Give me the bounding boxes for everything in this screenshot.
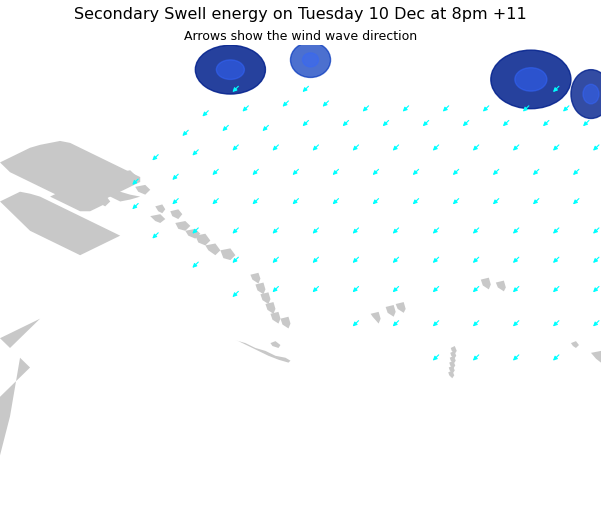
Ellipse shape (290, 42, 331, 78)
Polygon shape (155, 205, 165, 213)
Ellipse shape (216, 60, 245, 79)
Polygon shape (195, 234, 210, 246)
Polygon shape (251, 273, 260, 284)
Ellipse shape (195, 45, 266, 94)
Polygon shape (266, 302, 275, 314)
Polygon shape (0, 319, 40, 348)
Ellipse shape (571, 69, 601, 119)
Ellipse shape (583, 84, 599, 104)
Polygon shape (185, 229, 200, 238)
Polygon shape (591, 351, 601, 363)
Polygon shape (270, 341, 281, 348)
Text: Secondary Swell energy on Tuesday 10 Dec at 8pm +11: Secondary Swell energy on Tuesday 10 Dec… (74, 7, 527, 22)
Polygon shape (206, 244, 221, 255)
Polygon shape (451, 346, 457, 354)
Polygon shape (270, 312, 281, 324)
Ellipse shape (491, 50, 571, 109)
Polygon shape (481, 278, 491, 289)
Polygon shape (386, 305, 395, 317)
Polygon shape (236, 340, 290, 363)
Polygon shape (50, 187, 110, 211)
Polygon shape (135, 185, 150, 195)
Polygon shape (120, 170, 135, 180)
Polygon shape (260, 292, 270, 304)
Polygon shape (496, 281, 506, 291)
Polygon shape (395, 302, 406, 313)
Polygon shape (448, 371, 454, 378)
Polygon shape (95, 195, 110, 206)
Polygon shape (0, 141, 140, 206)
Ellipse shape (515, 68, 547, 91)
Polygon shape (0, 358, 30, 455)
Polygon shape (0, 192, 120, 255)
Ellipse shape (302, 53, 319, 67)
Polygon shape (221, 248, 236, 260)
Polygon shape (90, 185, 140, 201)
Polygon shape (170, 209, 182, 219)
Polygon shape (281, 317, 290, 328)
Polygon shape (255, 283, 266, 294)
Polygon shape (449, 365, 455, 373)
Polygon shape (571, 341, 579, 348)
Polygon shape (450, 351, 456, 359)
Polygon shape (449, 361, 455, 369)
Polygon shape (150, 214, 165, 223)
Polygon shape (450, 356, 456, 363)
Polygon shape (175, 221, 191, 231)
Polygon shape (371, 312, 380, 324)
Text: Arrows show the wind wave direction: Arrows show the wind wave direction (184, 30, 417, 43)
